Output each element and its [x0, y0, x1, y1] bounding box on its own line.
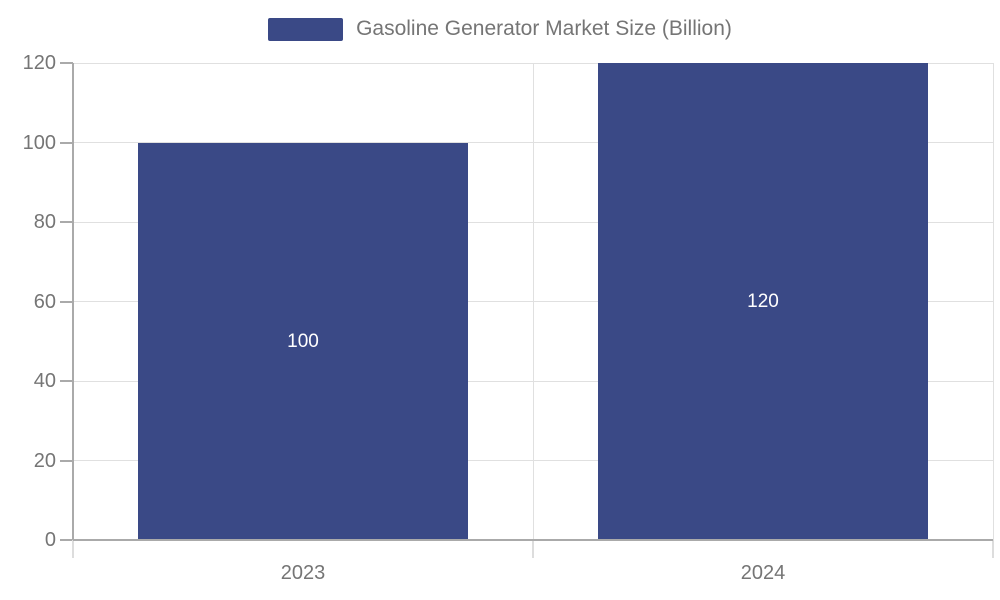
x-axis-tick: [72, 540, 74, 558]
bar-value-label: 100: [287, 330, 319, 352]
x-axis-line: [73, 539, 993, 541]
gridline-vertical: [532, 63, 534, 540]
gridline-vertical: [992, 63, 994, 540]
x-axis-tick: [532, 540, 534, 558]
y-tick-label: 120: [22, 52, 56, 74]
y-tick-label: 0: [44, 529, 56, 551]
legend-swatch: [268, 17, 344, 41]
y-axis-line: [72, 63, 74, 540]
y-axis-tick: [60, 62, 73, 64]
y-axis-tick: [60, 459, 73, 462]
legend-label: Gasoline Generator Market Size (Billion): [356, 17, 732, 40]
y-tick-label: 80: [33, 211, 56, 233]
bar-2024[interactable]: 120: [598, 63, 928, 540]
chart-legend[interactable]: Gasoline Generator Market Size (Billion): [0, 17, 1000, 41]
y-axis-tick: [60, 221, 73, 223]
y-axis-tick: [60, 380, 73, 382]
plot-area: 100 120: [73, 62, 994, 540]
y-axis-tick: [60, 141, 73, 144]
y-tick-label: 20: [33, 449, 56, 472]
y-tick-label: 40: [33, 370, 56, 392]
y-tick-label: 60: [33, 290, 56, 313]
y-axis-tick: [60, 300, 73, 303]
y-tick-label: 100: [22, 131, 56, 154]
x-axis-tick: [992, 540, 994, 558]
bar-2023[interactable]: 100: [138, 142, 468, 540]
bar-value-label: 120: [747, 291, 779, 312]
x-tick-label: 2024: [740, 562, 786, 584]
x-tick-label: 2023: [280, 562, 326, 584]
y-axis-tick: [60, 539, 73, 541]
